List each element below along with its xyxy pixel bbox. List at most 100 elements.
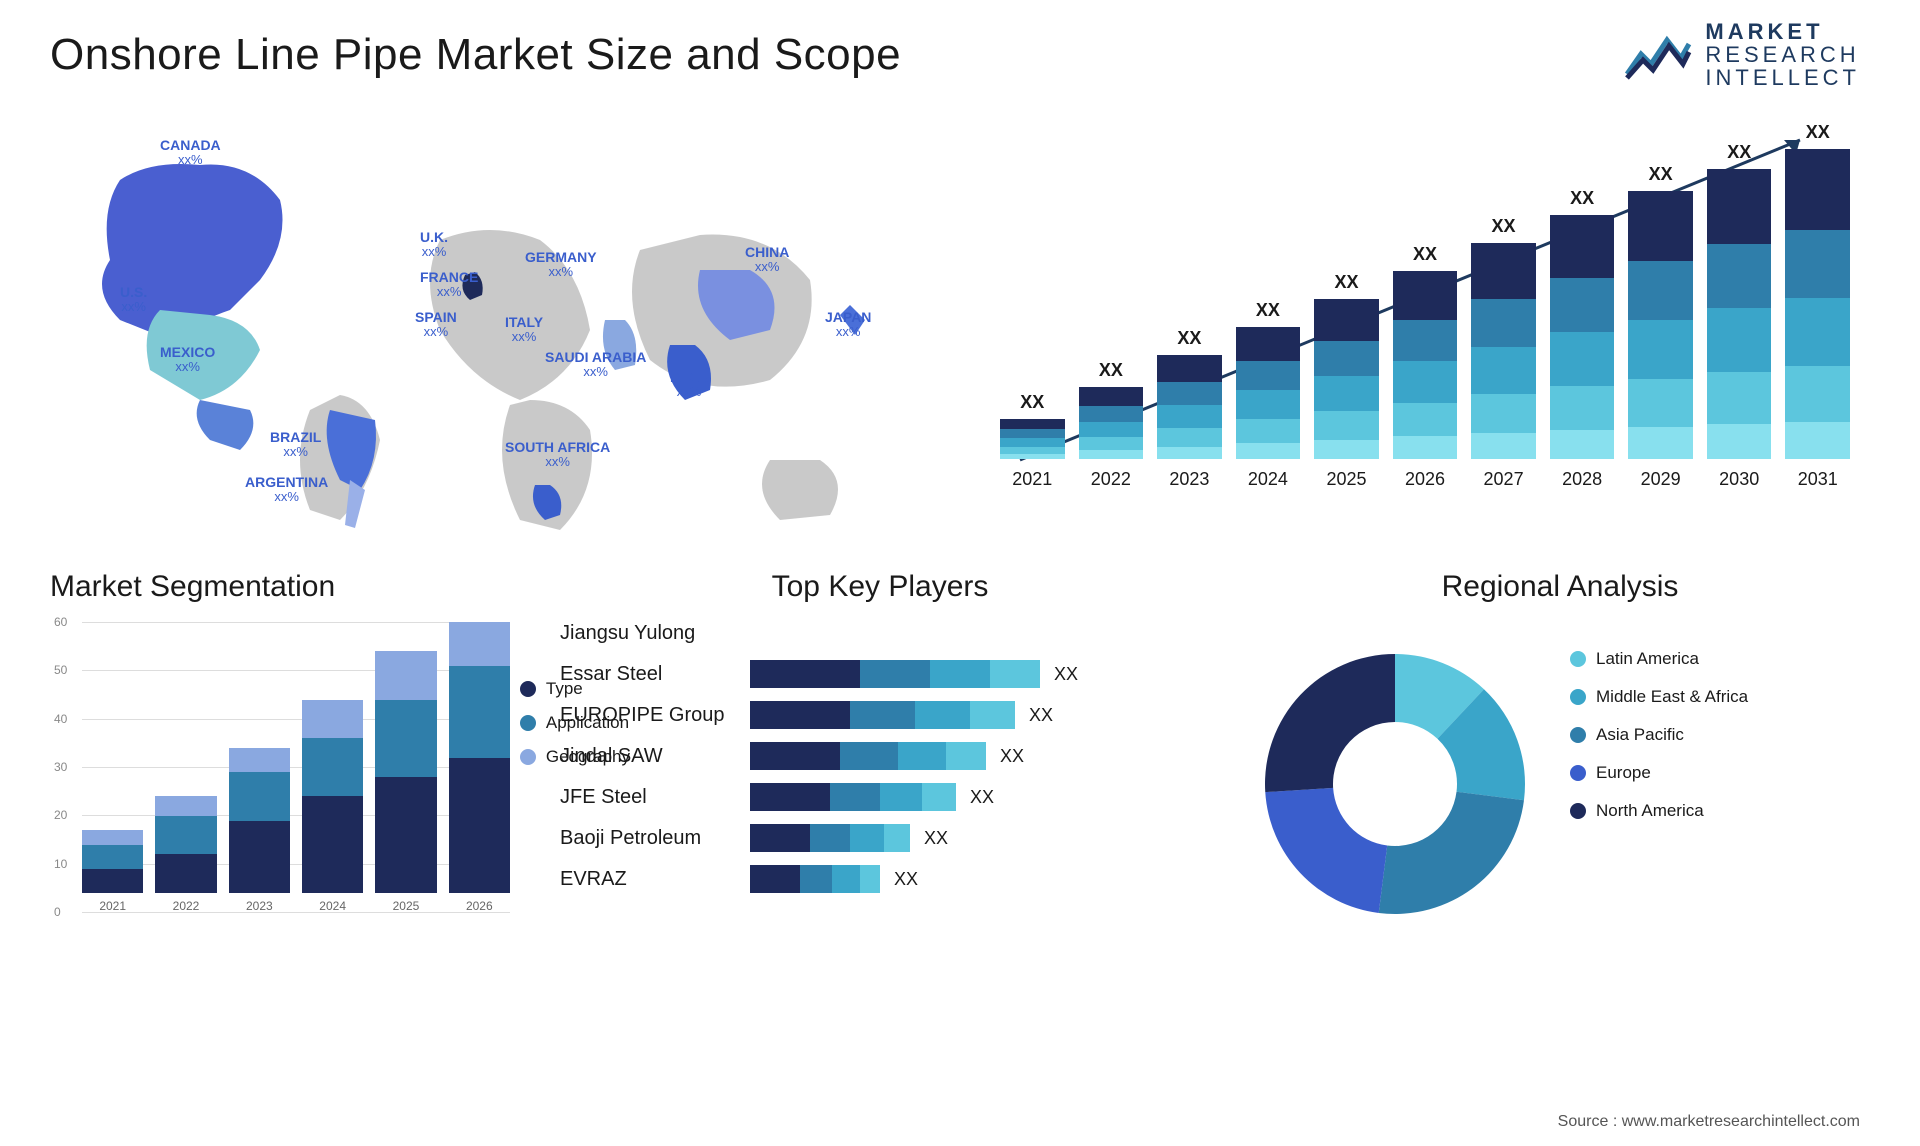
map-label-uk: U.K.xx% <box>420 230 448 260</box>
forecast-value-label: XX <box>1334 272 1358 293</box>
world-map: CANADAxx%U.S.xx%MEXICOxx%BRAZILxx%ARGENT… <box>50 120 920 530</box>
seg-ytick: 20 <box>54 808 67 822</box>
forecast-year-label: 2027 <box>1484 469 1524 490</box>
seg-year-label: 2024 <box>319 899 346 913</box>
forecast-bar-2028: XX 2028 <box>1550 188 1615 490</box>
map-label-argentina: ARGENTINAxx% <box>245 475 328 505</box>
forecast-value-label: XX <box>1413 244 1437 265</box>
seg-ytick: 30 <box>54 760 67 774</box>
seg-bar-2025: 2025 <box>375 651 436 913</box>
forecast-bar-2023: XX2023 <box>1157 328 1222 490</box>
donut-slice <box>1265 654 1395 792</box>
segmentation-chart: 0102030405060 202120222023202420252026 T… <box>50 619 510 939</box>
seg-bar-2022: 2022 <box>155 796 216 913</box>
forecast-value-label: XX <box>1256 300 1280 321</box>
forecast-value-label: XX <box>1570 188 1594 209</box>
seg-year-label: 2023 <box>246 899 273 913</box>
player-value: XX <box>924 828 948 849</box>
map-label-japan: JAPANxx% <box>825 310 871 340</box>
forecast-year-label: 2025 <box>1326 469 1366 490</box>
forecast-value-label: XX <box>1492 216 1516 237</box>
forecast-bar-2021: XX2021 <box>1000 392 1065 490</box>
logo-text-1: MARKET <box>1705 20 1860 43</box>
forecast-value-label: XX <box>1727 142 1751 163</box>
donut-slice <box>1265 788 1387 913</box>
seg-year-label: 2022 <box>173 899 200 913</box>
forecast-year-label: 2028 <box>1562 469 1602 490</box>
logo-text-3: INTELLECT <box>1705 66 1860 89</box>
seg-legend-item: Type <box>520 679 630 699</box>
forecast-value-label: XX <box>1806 122 1830 143</box>
player-name: EVRAZ <box>560 868 750 891</box>
forecast-year-label: 2030 <box>1719 469 1759 490</box>
player-value: XX <box>970 787 994 808</box>
map-label-spain: SPAINxx% <box>415 310 457 340</box>
map-label-southafrica: SOUTH AFRICAxx% <box>505 440 610 470</box>
player-bar <box>750 865 880 893</box>
segmentation-title: Market Segmentation <box>50 570 510 604</box>
player-bar <box>750 824 910 852</box>
forecast-value-label: XX <box>1020 392 1044 413</box>
player-row: EVRAZ XX <box>560 865 1200 893</box>
player-row: Essar SteelXX <box>560 660 1200 688</box>
regional-donut <box>1250 639 1540 929</box>
player-row: Jiangsu Yulong <box>560 619 1200 647</box>
player-name: Baoji Petroleum <box>560 827 750 850</box>
seg-ytick: 60 <box>54 615 67 629</box>
map-label-italy: ITALYxx% <box>505 315 543 345</box>
map-label-india: INDIAxx% <box>670 370 708 400</box>
map-label-canada: CANADAxx% <box>160 138 221 168</box>
forecast-bar-2022: XX 2022 <box>1079 360 1144 490</box>
forecast-year-label: 2022 <box>1091 469 1131 490</box>
map-label-saudiarabia: SAUDI ARABIAxx% <box>545 350 646 380</box>
segmentation-legend: Type Application Geography <box>520 679 630 767</box>
forecast-chart: XX2021XX2022XX2023XX2024XX2025XX2026XX20… <box>980 120 1870 530</box>
forecast-bar-2026: XX 2026 <box>1393 244 1458 490</box>
seg-legend-item: Application <box>520 713 630 733</box>
seg-ytick: 0 <box>54 905 61 919</box>
player-bar <box>750 783 956 811</box>
logo-text-2: RESEARCH <box>1705 43 1860 66</box>
forecast-bar-2031: XX2031 <box>1785 122 1850 490</box>
player-bar <box>750 701 1015 729</box>
seg-legend-item: Geography <box>520 747 630 767</box>
world-map-svg <box>50 120 920 530</box>
segmentation-panel: Market Segmentation 0102030405060 202120… <box>50 570 510 939</box>
logo-icon <box>1623 30 1693 80</box>
forecast-bar-2025: XX 2025 <box>1314 272 1379 490</box>
regional-legend-item: Europe <box>1570 763 1748 783</box>
logo: MARKET RESEARCH INTELLECT <box>1623 20 1860 89</box>
player-value: XX <box>1054 664 1078 685</box>
seg-bar-2023: 2023 <box>229 748 290 913</box>
map-label-france: FRANCExx% <box>420 270 478 300</box>
player-value: XX <box>894 869 918 890</box>
map-label-mexico: MEXICOxx% <box>160 345 215 375</box>
forecast-bar-2029: XX2029 <box>1628 164 1693 490</box>
player-bar <box>750 660 1040 688</box>
regional-panel: Regional Analysis Latin AmericaMiddle Ea… <box>1250 570 1870 939</box>
donut-slice <box>1379 792 1524 914</box>
regional-legend-item: North America <box>1570 801 1748 821</box>
forecast-year-label: 2029 <box>1641 469 1681 490</box>
regional-legend: Latin America Middle East & Africa Asia Pa… <box>1570 649 1748 821</box>
seg-bar-2021: 2021 <box>82 830 143 913</box>
map-label-germany: GERMANYxx% <box>525 250 597 280</box>
player-row: EUROPIPE GroupXX <box>560 701 1200 729</box>
map-label-brazil: BRAZILxx% <box>270 430 321 460</box>
regional-legend-item: Middle East & Africa <box>1570 687 1748 707</box>
forecast-bar-2027: XX 2027 <box>1471 216 1536 490</box>
forecast-bar-2030: XX 2030 <box>1707 142 1772 490</box>
forecast-value-label: XX <box>1099 360 1123 381</box>
seg-year-label: 2021 <box>99 899 126 913</box>
forecast-value-label: XX <box>1177 328 1201 349</box>
regional-legend-item: Latin America <box>1570 649 1748 669</box>
regional-legend-item: Asia Pacific <box>1570 725 1748 745</box>
player-name: Jiangsu Yulong <box>560 622 750 645</box>
forecast-bar-2024: XX 2024 <box>1236 300 1301 490</box>
seg-ytick: 10 <box>54 857 67 871</box>
players-title: Top Key Players <box>560 570 1200 604</box>
player-value: XX <box>1000 746 1024 767</box>
forecast-year-label: 2024 <box>1248 469 1288 490</box>
seg-ytick: 40 <box>54 712 67 726</box>
forecast-year-label: 2026 <box>1405 469 1445 490</box>
